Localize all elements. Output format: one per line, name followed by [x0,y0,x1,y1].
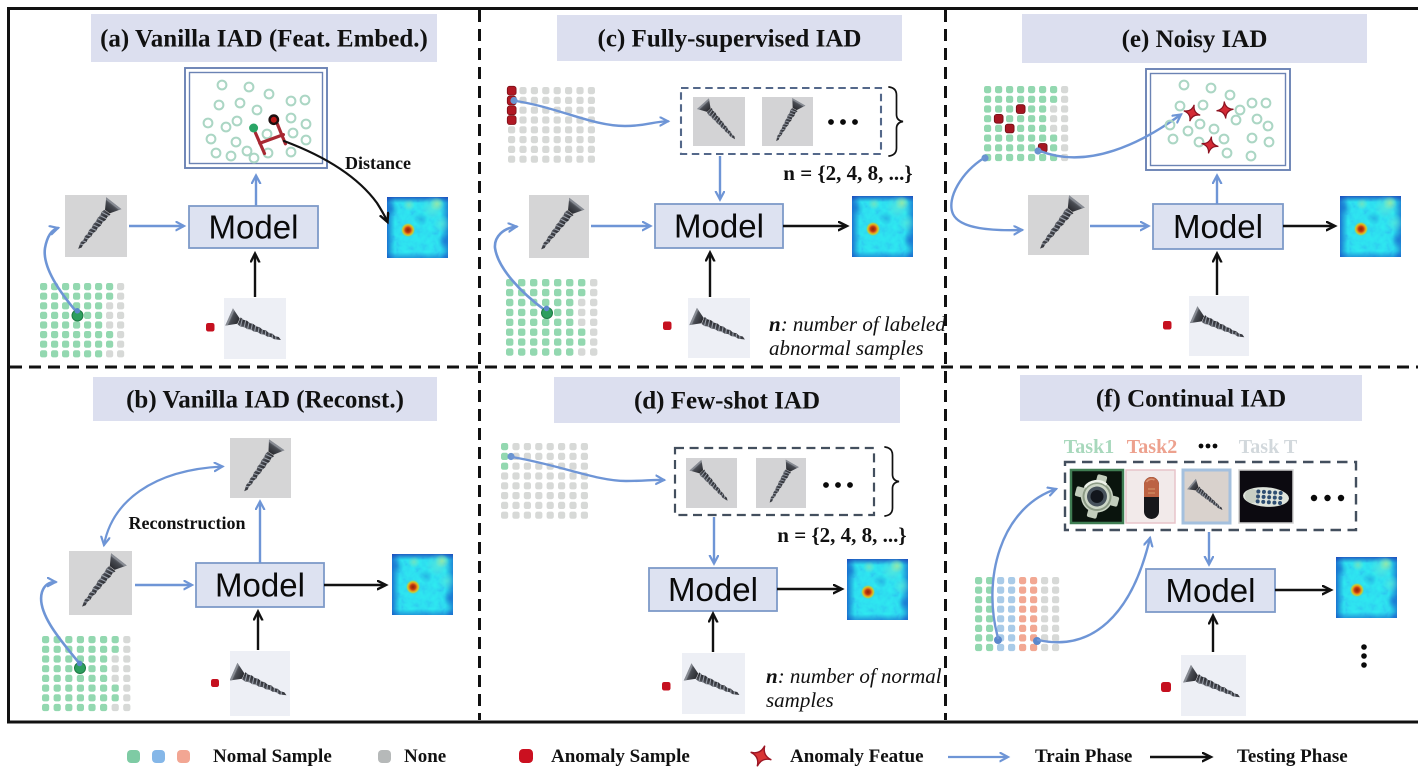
svg-text:Anomaly Sample: Anomaly Sample [551,746,690,767]
svg-text:Model: Model [668,571,758,608]
svg-text:Nomal Sample: Nomal Sample [213,746,332,767]
svg-text:n: number of normal: n: number of normal [766,664,942,688]
svg-text:Train Phase: Train Phase [1035,746,1132,767]
svg-text:Model: Model [1173,208,1263,245]
svg-text:(b) Vanilla IAD (Reconst.): (b) Vanilla IAD (Reconst.) [126,387,404,414]
svg-text:n: number of labeled: n: number of labeled [769,312,946,336]
svg-text:Distance: Distance [345,153,411,173]
svg-text:Reconstruction: Reconstruction [129,513,246,533]
svg-text:n = {2, 4, 8, ...}: n = {2, 4, 8, ...} [777,523,906,547]
svg-text:Anomaly Featue: Anomaly Featue [790,746,924,767]
svg-text:Task2: Task2 [1127,436,1177,458]
svg-text:n = {2, 4, 8, ...}: n = {2, 4, 8, ...} [783,161,912,185]
svg-text:abnormal samples: abnormal samples [769,336,924,360]
svg-text:(a) Vanilla IAD (Feat. Embed.): (a) Vanilla IAD (Feat. Embed.) [100,26,428,53]
svg-text:(f) Continual IAD: (f) Continual IAD [1096,386,1286,413]
svg-text:Testing Phase: Testing Phase [1237,746,1348,767]
svg-text:Model: Model [674,208,764,245]
svg-text:Model: Model [1166,572,1256,609]
svg-text:(d) Few-shot IAD: (d) Few-shot IAD [634,388,820,415]
svg-text:None: None [404,746,446,767]
svg-text:Model: Model [209,209,299,246]
svg-text:samples: samples [766,688,834,712]
svg-text:Task T: Task T [1239,436,1298,458]
svg-text:Model: Model [215,567,305,604]
svg-text:Task1: Task1 [1064,436,1114,458]
svg-text:(c) Fully-supervised IAD: (c) Fully-supervised IAD [598,26,862,53]
svg-text:(e) Noisy IAD: (e) Noisy IAD [1122,26,1268,53]
